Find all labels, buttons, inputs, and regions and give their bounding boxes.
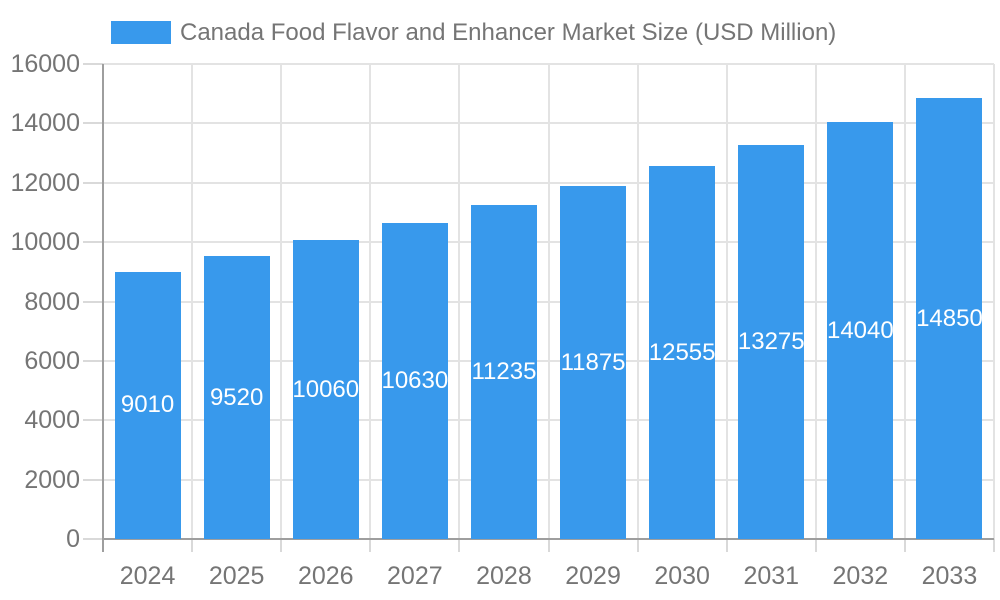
y-axis-label: 12000 xyxy=(10,168,80,197)
x-axis-tick xyxy=(725,539,728,552)
x-axis-tick xyxy=(458,539,461,552)
x-gridline xyxy=(814,64,817,539)
y-axis-tick xyxy=(83,63,103,65)
x-axis-label: 2026 xyxy=(297,562,354,590)
bar-value-label: 9010 xyxy=(120,391,175,419)
bar-value-label: 11235 xyxy=(471,358,537,386)
x-axis-tick xyxy=(191,539,194,552)
y-axis-line xyxy=(102,64,104,552)
y-axis-tick xyxy=(83,359,103,362)
x-axis-label: 2033 xyxy=(921,562,978,590)
x-axis-baseline xyxy=(103,538,994,540)
y-axis-label: 6000 xyxy=(24,346,80,375)
y-axis-label: 10000 xyxy=(10,228,80,257)
bar[interactable] xyxy=(827,122,894,539)
y-axis-tick xyxy=(83,419,103,422)
y-axis-tick xyxy=(83,181,103,184)
x-axis-label: 2028 xyxy=(476,562,532,590)
bar-value-label: 12555 xyxy=(648,338,716,366)
bar[interactable] xyxy=(916,98,983,539)
bar-value-label: 10060 xyxy=(292,375,360,403)
y-axis-label: 14000 xyxy=(10,109,80,138)
x-gridline xyxy=(458,64,461,539)
bar[interactable] xyxy=(560,186,627,539)
x-gridline xyxy=(369,64,372,539)
x-axis-tick xyxy=(280,539,283,552)
y-axis-tick xyxy=(83,300,103,303)
x-axis-label: 2030 xyxy=(654,562,710,590)
bar-value-label: 13275 xyxy=(737,327,805,355)
x-axis-label: 2024 xyxy=(119,562,176,590)
y-axis-label: 4000 xyxy=(24,406,80,435)
bar[interactable] xyxy=(203,256,270,539)
bar[interactable] xyxy=(292,240,359,539)
legend: Canada Food Flavor and Enhancer Market S… xyxy=(111,19,837,46)
y-axis-label: 16000 xyxy=(10,50,80,78)
x-axis-label: 2027 xyxy=(387,562,443,590)
x-gridline xyxy=(280,64,283,539)
y-axis-label: 0 xyxy=(66,525,80,553)
bar[interactable] xyxy=(649,166,716,539)
legend-label: Canada Food Flavor and Enhancer Market S… xyxy=(180,19,837,46)
x-axis-tick xyxy=(993,539,995,552)
y-axis-label: 2000 xyxy=(24,465,80,494)
bar-value-label: 14040 xyxy=(826,316,894,344)
x-axis-label: 2031 xyxy=(743,562,800,590)
bar[interactable] xyxy=(738,144,805,539)
y-axis-tick xyxy=(83,538,103,540)
x-axis-label: 2029 xyxy=(565,562,621,590)
bar-value-label: 10630 xyxy=(381,367,449,395)
x-gridline xyxy=(993,64,995,539)
y-axis-tick xyxy=(83,241,103,244)
x-axis-tick xyxy=(547,539,550,552)
x-gridline xyxy=(191,64,194,539)
y-axis-tick xyxy=(83,478,103,481)
x-axis-tick xyxy=(903,539,906,552)
y-axis-label: 8000 xyxy=(24,287,80,316)
x-gridline xyxy=(636,64,639,539)
bar[interactable] xyxy=(470,205,537,539)
x-axis-label: 2025 xyxy=(208,562,265,590)
bar-value-label: 14850 xyxy=(916,304,983,332)
x-axis-tick xyxy=(814,539,817,552)
y-axis-tick xyxy=(83,122,103,125)
bar[interactable] xyxy=(381,223,448,539)
legend-swatch xyxy=(111,21,171,44)
x-gridline xyxy=(547,64,550,539)
x-gridline xyxy=(725,64,728,539)
x-gridline xyxy=(903,64,906,539)
x-axis-tick xyxy=(636,539,639,552)
bar-value-label: 11875 xyxy=(560,348,626,376)
x-axis-label: 2032 xyxy=(832,562,889,590)
x-axis-tick xyxy=(369,539,372,552)
bar[interactable] xyxy=(114,271,181,539)
bar-value-label: 9520 xyxy=(209,383,264,411)
